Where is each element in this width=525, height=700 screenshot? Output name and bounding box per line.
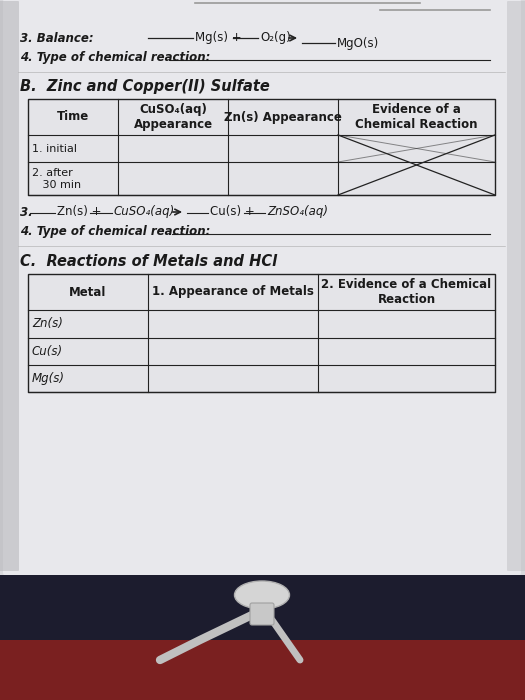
Text: CuSO₄(aq): CuSO₄(aq) [114,206,175,218]
Text: Time: Time [57,111,89,123]
Text: Zn(s): Zn(s) [32,318,63,330]
Text: 3. Balance:: 3. Balance: [20,32,93,45]
Text: 30 min: 30 min [32,179,81,190]
Text: 1. Appearance of Metals: 1. Appearance of Metals [152,286,314,298]
FancyBboxPatch shape [507,1,525,571]
Text: CuSO₄(aq)
Appearance: CuSO₄(aq) Appearance [133,103,213,131]
Text: Evidence of a
Chemical Reaction: Evidence of a Chemical Reaction [355,103,478,131]
Text: Cu(s) +: Cu(s) + [210,206,255,218]
Bar [28,274,495,392]
Text: O₂(g): O₂(g) [260,32,291,45]
Text: 4. Type of chemical reaction:: 4. Type of chemical reaction: [20,225,211,239]
Text: 4. Type of chemical reaction:: 4. Type of chemical reaction: [20,52,211,64]
Bar [28,99,495,195]
Text: Zn(s) +: Zn(s) + [57,206,101,218]
Text: Metal: Metal [69,286,107,298]
FancyBboxPatch shape [0,1,19,571]
FancyBboxPatch shape [3,0,521,577]
Text: Zn(s) Appearance: Zn(s) Appearance [224,111,342,123]
Text: 1. initial: 1. initial [32,144,77,153]
Text: 2. after: 2. after [32,169,73,178]
Text: C.  Reactions of Metals and HCl: C. Reactions of Metals and HCl [20,255,277,270]
FancyBboxPatch shape [250,603,274,625]
Text: B.  Zinc and Copper(II) Sulfate: B. Zinc and Copper(II) Sulfate [20,80,270,94]
Text: 3.: 3. [20,206,33,218]
Bar [0,640,525,700]
Text: Mg(s) +: Mg(s) + [195,32,242,45]
Bar [0,575,525,700]
Ellipse shape [235,581,289,609]
Text: Cu(s): Cu(s) [32,345,63,358]
Text: ZnSO₄(aq): ZnSO₄(aq) [267,206,328,218]
Text: Mg(s): Mg(s) [32,372,65,385]
Text: MgO(s): MgO(s) [337,36,379,50]
Text: 2. Evidence of a Chemical
Reaction: 2. Evidence of a Chemical Reaction [321,278,491,306]
